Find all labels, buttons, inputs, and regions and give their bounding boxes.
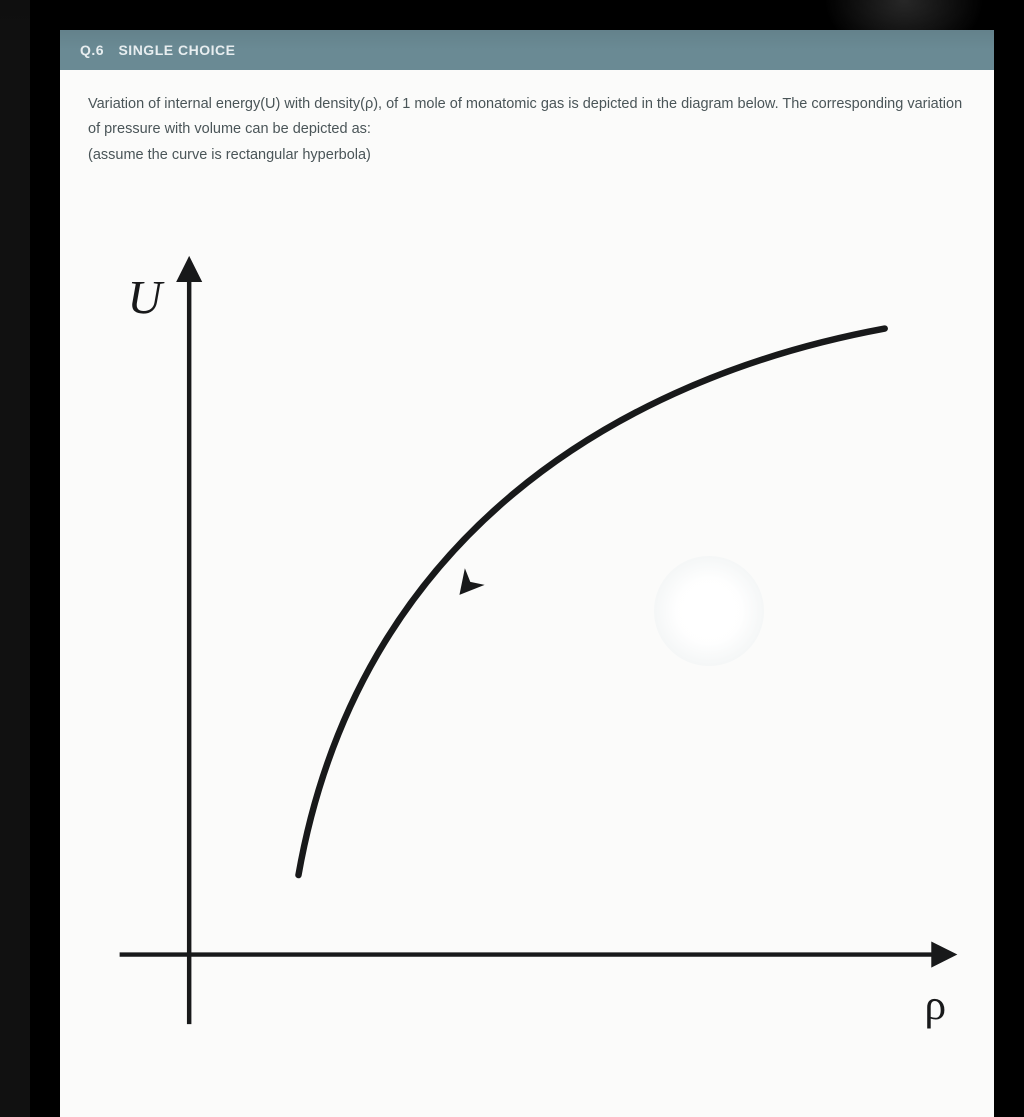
- y-axis-label: U: [128, 273, 166, 325]
- device-frame: Q.6 SINGLE CHOICE Variation of internal …: [0, 0, 1024, 1117]
- question-line-1: Variation of internal energy(U) with den…: [88, 96, 962, 137]
- hyperbola-curve: [298, 329, 884, 875]
- curve-arrowhead: [450, 568, 485, 603]
- question-header: Q.6 SINGLE CHOICE: [60, 30, 994, 70]
- x-axis-label: ρ: [924, 981, 946, 1029]
- question-type: SINGLE CHOICE: [118, 42, 235, 58]
- device-left-edge: [0, 0, 30, 1117]
- question-text: Variation of internal energy(U) with den…: [60, 70, 994, 176]
- screen: Q.6 SINGLE CHOICE Variation of internal …: [60, 30, 994, 1117]
- diagram-area: U ρ: [60, 176, 994, 1117]
- question-number: Q.6: [80, 42, 104, 58]
- question-line-2: (assume the curve is rectangular hyperbo…: [88, 143, 966, 168]
- u-rho-diagram: U ρ: [60, 176, 994, 1117]
